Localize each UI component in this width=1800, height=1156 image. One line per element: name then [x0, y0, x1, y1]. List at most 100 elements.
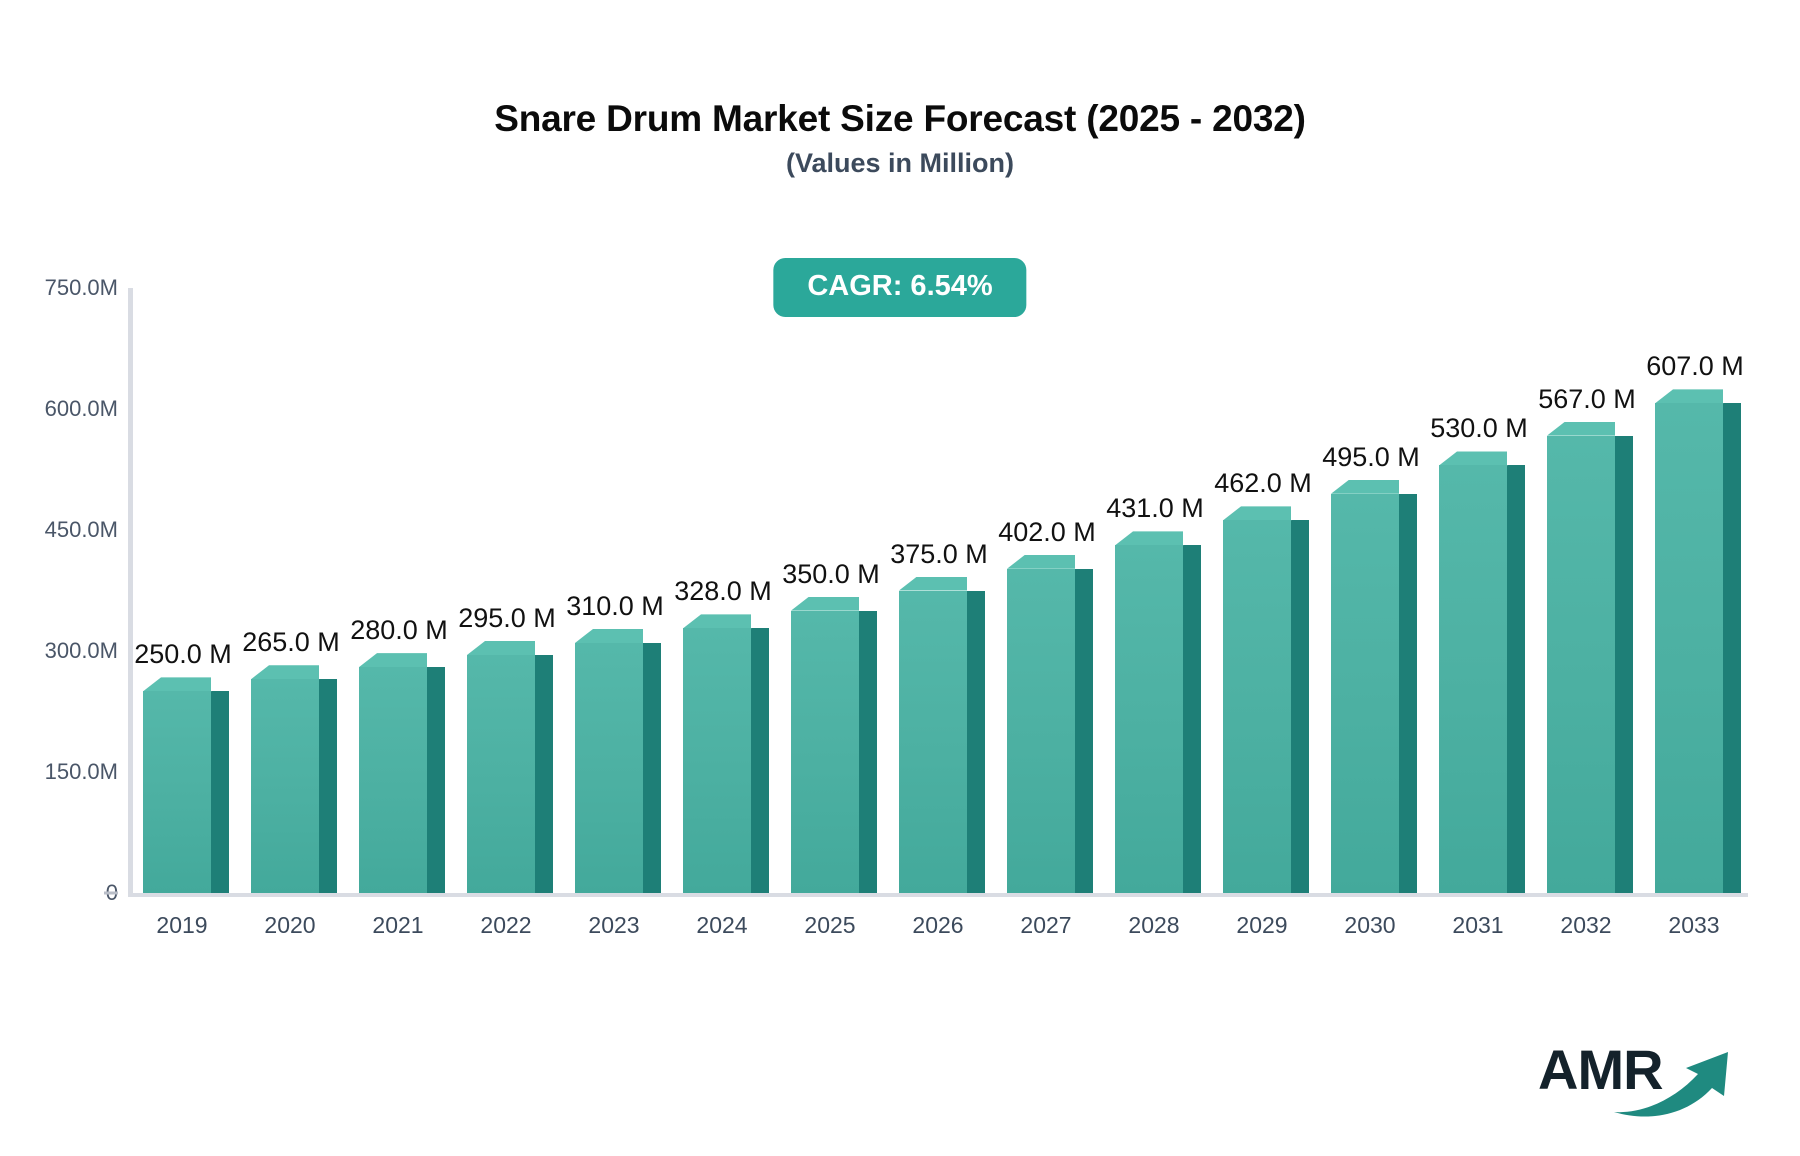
- y-axis-line: [128, 288, 133, 893]
- bar[interactable]: [251, 665, 337, 893]
- bar-front-face: [467, 655, 535, 893]
- bar-front-face: [1223, 520, 1291, 893]
- bar[interactable]: [1223, 506, 1309, 893]
- y-axis-tick-label: 600.0M: [44, 396, 118, 421]
- bar-slot: [236, 288, 344, 893]
- bar-front-face: [143, 691, 211, 893]
- bar-top-face: [251, 665, 319, 680]
- bar-value-label: 350.0 M: [782, 558, 880, 589]
- bar[interactable]: [1655, 389, 1741, 893]
- x-axis-tick-label: 2033: [1668, 912, 1720, 938]
- y-axis-tick-label: 300.0M: [44, 638, 118, 663]
- bar-side-face: [211, 691, 229, 893]
- bar-slot: [776, 288, 884, 893]
- bar-top-face: [791, 596, 859, 611]
- growth-arrow-icon: [1614, 1052, 1728, 1117]
- bar-front-face: [1115, 545, 1183, 893]
- bar[interactable]: [791, 596, 877, 893]
- bar-top-face: [1331, 479, 1399, 494]
- bar-side-face: [1399, 493, 1417, 893]
- bar-top-face: [1223, 506, 1291, 521]
- bar-value-label: 530.0 M: [1430, 413, 1528, 444]
- x-axis-tick-label: 2022: [480, 912, 532, 938]
- bar-front-face: [791, 610, 859, 893]
- plot-area: [128, 288, 1748, 897]
- bar[interactable]: [899, 576, 985, 893]
- bar-side-face: [1291, 520, 1309, 893]
- x-axis-tick-label: 2021: [372, 912, 424, 938]
- bar-side-face: [751, 628, 769, 893]
- bar-side-face: [859, 610, 877, 893]
- bar-value-label: 567.0 M: [1538, 383, 1636, 414]
- bar-value-label: 328.0 M: [674, 576, 772, 607]
- cagr-badge: CAGR: 6.54%: [773, 258, 1027, 317]
- logo-wordmark: AMR: [1538, 1038, 1664, 1101]
- bar[interactable]: [1115, 531, 1201, 893]
- bar-front-face: [899, 590, 967, 893]
- bar-top-face: [1439, 451, 1507, 466]
- bar-side-face: [643, 642, 661, 893]
- bar-value-label: 607.0 M: [1646, 351, 1744, 382]
- bar[interactable]: [1439, 451, 1525, 893]
- y-axis-tick-label: 150.0M: [44, 759, 118, 784]
- bar-slot: [1316, 288, 1424, 893]
- bar-top-face: [143, 677, 211, 692]
- bar-front-face: [1655, 403, 1723, 893]
- bar-side-face: [1507, 465, 1525, 893]
- bar[interactable]: [1547, 421, 1633, 893]
- bar[interactable]: [683, 614, 769, 893]
- bar[interactable]: [359, 653, 445, 893]
- bar-value-label: 310.0 M: [566, 590, 664, 621]
- bar-slot: [452, 288, 560, 893]
- bar-value-label: 295.0 M: [458, 603, 556, 634]
- bar-front-face: [683, 628, 751, 893]
- bar-series: [128, 288, 1748, 893]
- bar-slot: [1208, 288, 1316, 893]
- bar-top-face: [1547, 421, 1615, 436]
- bar-side-face: [1183, 545, 1201, 893]
- bar[interactable]: [1331, 479, 1417, 893]
- bar-top-face: [359, 653, 427, 668]
- bar-side-face: [535, 655, 553, 893]
- x-axis-tick-label: 2026: [912, 912, 964, 938]
- bar-value-label: 250.0 M: [134, 639, 232, 670]
- bar-side-face: [1615, 435, 1633, 893]
- bar-top-face: [1115, 531, 1183, 546]
- x-axis-tick-label: 2027: [1020, 912, 1072, 938]
- x-axis-tick-label: 2029: [1236, 912, 1288, 938]
- bar-value-label: 462.0 M: [1214, 468, 1312, 499]
- bar-slot: [1424, 288, 1532, 893]
- bar-value-label: 431.0 M: [1106, 493, 1204, 524]
- x-axis-tick-label: 2024: [696, 912, 748, 938]
- bar-top-face: [575, 628, 643, 643]
- bar-front-face: [359, 667, 427, 893]
- bar-side-face: [319, 679, 337, 893]
- bar-slot: [128, 288, 236, 893]
- bar-top-face: [467, 641, 535, 656]
- bar[interactable]: [467, 641, 553, 893]
- x-axis-tick-label: 2023: [588, 912, 640, 938]
- bar[interactable]: [143, 677, 229, 893]
- bar-slot: [560, 288, 668, 893]
- bar-slot: [992, 288, 1100, 893]
- bar-slot: [1100, 288, 1208, 893]
- bar-slot: [344, 288, 452, 893]
- bar[interactable]: [1007, 554, 1093, 893]
- page-subtitle: (Values in Million): [785, 148, 1015, 178]
- bar-side-face: [967, 590, 985, 893]
- page-title: Snare Drum Market Size Forecast (2025 - …: [494, 98, 1306, 139]
- bar-front-face: [1007, 568, 1075, 893]
- bar-slot: [1532, 288, 1640, 893]
- x-axis-tick-label: 2020: [264, 912, 316, 938]
- y-axis-tick-label: 0: [6, 880, 118, 906]
- bar-slot: [1640, 288, 1748, 893]
- bar-front-face: [575, 642, 643, 893]
- bar-front-face: [1439, 465, 1507, 893]
- bar-side-face: [1075, 568, 1093, 893]
- x-axis-line: [128, 893, 1748, 897]
- y-axis-tick-label: 450.0M: [44, 517, 118, 542]
- bar-side-face: [1723, 403, 1741, 893]
- x-axis-tick-label: 2019: [156, 912, 208, 938]
- bar[interactable]: [575, 628, 661, 893]
